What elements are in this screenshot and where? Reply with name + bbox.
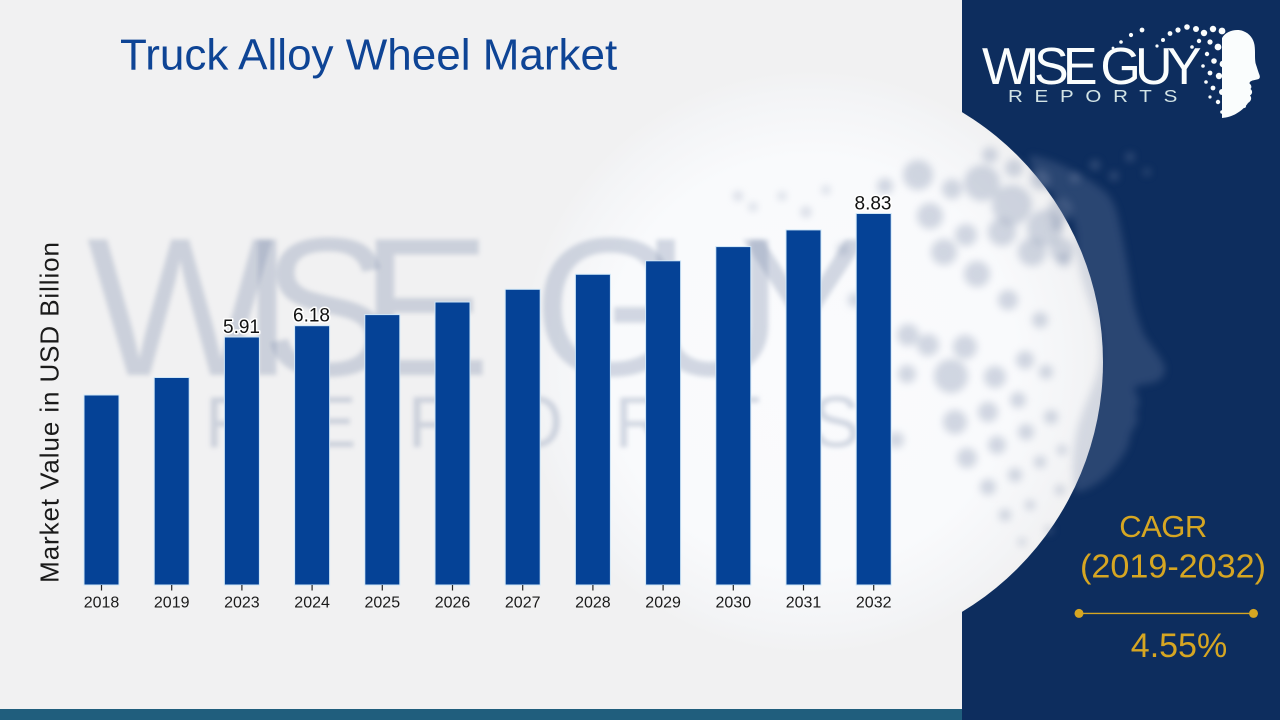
svg-text:2019: 2019: [154, 595, 190, 612]
svg-text:2029: 2029: [645, 595, 681, 612]
svg-text:2027: 2027: [505, 595, 541, 612]
svg-text:2031: 2031: [786, 595, 822, 612]
svg-text:2026: 2026: [435, 595, 471, 612]
svg-text:CAGR: CAGR: [1119, 509, 1207, 544]
svg-text:2032: 2032: [856, 595, 892, 612]
svg-text:2024: 2024: [294, 595, 330, 612]
svg-text:6.18: 6.18: [293, 306, 330, 327]
svg-text:5.91: 5.91: [223, 317, 260, 338]
svg-text:(2019-2032): (2019-2032): [1080, 548, 1266, 585]
svg-text:2030: 2030: [716, 595, 752, 612]
svg-text:2018: 2018: [84, 595, 120, 612]
svg-text:Truck Alloy Wheel Market: Truck Alloy Wheel Market: [120, 31, 617, 80]
svg-text:8.83: 8.83: [855, 194, 892, 215]
svg-text:2023: 2023: [224, 595, 260, 612]
svg-text:2028: 2028: [575, 595, 611, 612]
svg-text:Market Value in USD Billion: Market Value in USD Billion: [35, 241, 65, 583]
svg-text:4.55%: 4.55%: [1131, 627, 1227, 665]
svg-text:2025: 2025: [365, 595, 401, 612]
